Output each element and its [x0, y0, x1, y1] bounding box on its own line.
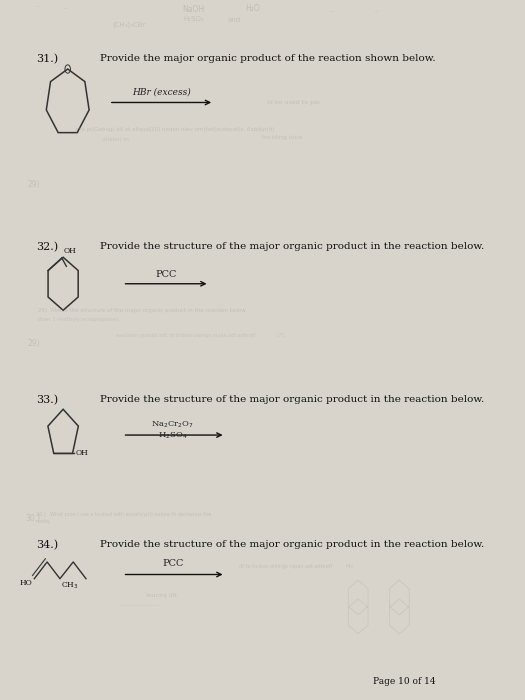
Text: Provide the structure of the major organic product in the reaction below.: Provide the structure of the major organ… [100, 395, 484, 405]
Text: PCC: PCC [155, 270, 177, 279]
Text: 29): 29) [27, 180, 40, 188]
Text: Na$_2$Cr$_2$O$_7$: Na$_2$Cr$_2$O$_7$ [151, 420, 194, 430]
Text: then 1-methyl(cyclopropane).: then 1-methyl(cyclopropane). [38, 316, 120, 321]
Text: OH: OH [63, 247, 76, 256]
Text: _______________: _______________ [118, 601, 159, 606]
Text: 29): 29) [27, 339, 40, 347]
Text: H$_2$SO$_4$: H$_2$SO$_4$ [158, 431, 187, 442]
Text: ld be used to par: ld be used to par [267, 100, 320, 105]
Text: Inciding ulco: Inciding ulco [262, 135, 302, 140]
Text: 30.): 30.) [26, 514, 41, 523]
Text: ~: ~ [374, 9, 379, 14]
Text: H₂O: H₂O [246, 4, 260, 13]
Text: 33.): 33.) [36, 395, 58, 405]
Text: Provide the major organic product of the reaction shown below.: Provide the major organic product of the… [100, 54, 435, 63]
Text: 31.): 31.) [36, 54, 58, 64]
Text: PCC: PCC [162, 559, 184, 568]
Text: 34.): 34.) [36, 540, 58, 550]
Text: leucinj dlt: leucinj dlt [146, 593, 177, 598]
Text: ~: ~ [63, 6, 68, 11]
Text: eaolisem ypinddi adt ot tnrbon oleingo nipan adt adbroff              (7C: eaolisem ypinddi adt ot tnrbon oleingo n… [116, 332, 285, 337]
Text: 32.): 32.) [36, 242, 58, 252]
Text: OH: OH [75, 449, 88, 457]
Text: 30.)   What prov-I use a txubad with ecoaticy(II) nolore th declamus the: 30.) What prov-I use a txubad with ecoat… [36, 512, 211, 517]
Text: CH$_3$: CH$_3$ [61, 580, 78, 591]
Text: (CH₃)₃CBr: (CH₃)₃CBr [113, 22, 146, 28]
Text: and: and [228, 17, 241, 22]
Text: nooks.: nooks. [36, 519, 51, 524]
Text: HBr (excess): HBr (excess) [132, 87, 191, 96]
Text: Page 10 of 14: Page 10 of 14 [373, 677, 435, 686]
Text: Provide the structure of the major organic product in the reaction below.: Provide the structure of the major organ… [100, 242, 484, 251]
Text: 29)  Above the structure of the major organic product in the reaction below.: 29) Above the structure of the major org… [38, 308, 247, 313]
Text: NaOH: NaOH [182, 6, 205, 14]
Text: HO: HO [19, 579, 32, 587]
Text: Provide the structure of the major organic product in the reaction below.: Provide the structure of the major organ… [100, 540, 484, 549]
Text: ake pt(Gebug) sit at aliqua(20) naqen diev om(tad)o(depat)x. Exbitur(d): ake pt(Gebug) sit at aliqua(20) naqen di… [75, 127, 274, 132]
Text: H₂SO₄: H₂SO₄ [183, 16, 204, 22]
Text: ~: ~ [328, 9, 333, 14]
Text: ~: ~ [35, 4, 40, 10]
Text: a(labo) es: a(labo) es [102, 137, 130, 142]
Text: dt to tnrbon oleingo nipan adt adbroff         (4c: dt to tnrbon oleingo nipan adt adbroff (… [239, 564, 354, 568]
